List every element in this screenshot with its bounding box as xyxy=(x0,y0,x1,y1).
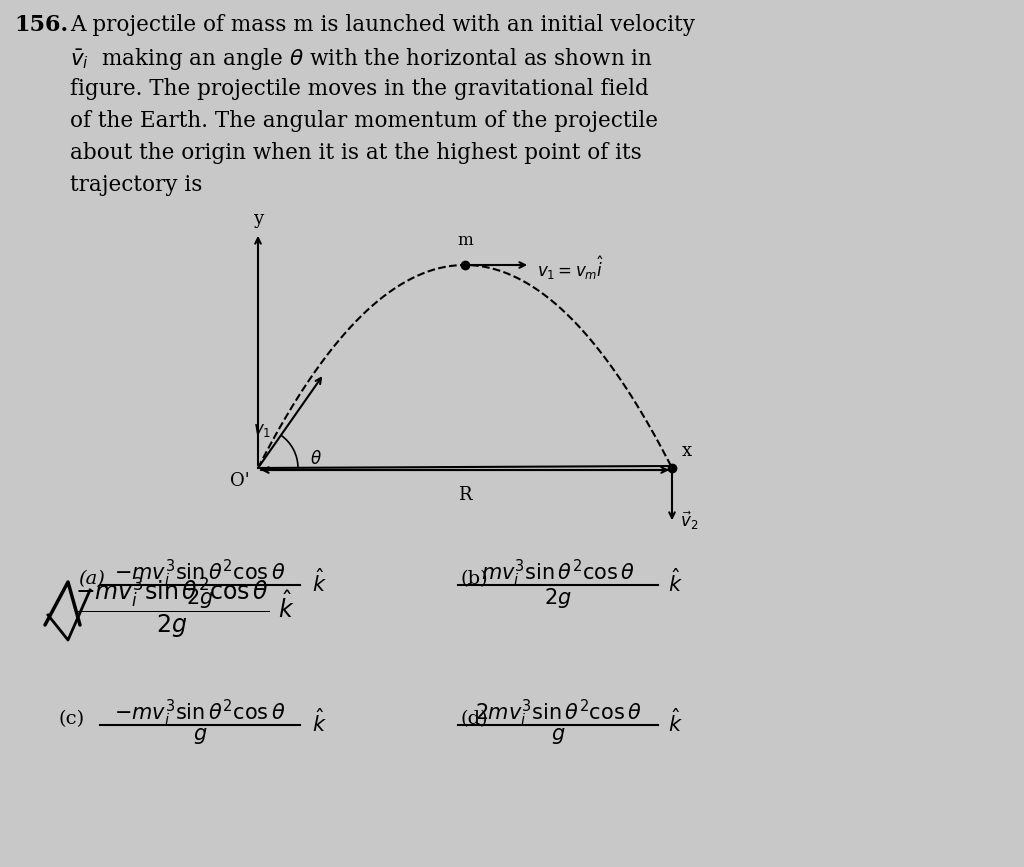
Text: $\vec{v}_2$: $\vec{v}_2$ xyxy=(680,510,698,532)
Text: about the origin when it is at the highest point of its: about the origin when it is at the highe… xyxy=(70,142,642,164)
Text: x: x xyxy=(682,442,692,460)
Text: A projectile of mass m is launched with an initial velocity: A projectile of mass m is launched with … xyxy=(70,14,695,36)
Text: $g$: $g$ xyxy=(193,726,207,746)
Text: of the Earth. The angular momentum of the projectile: of the Earth. The angular momentum of th… xyxy=(70,110,658,132)
Text: figure. The projectile moves in the gravitational field: figure. The projectile moves in the grav… xyxy=(70,78,649,100)
Text: (a): (a) xyxy=(78,570,104,588)
Text: $g$: $g$ xyxy=(551,726,565,746)
Text: $\bar{v}_i$  making an angle $\theta$ with the horizontal as shown in: $\bar{v}_i$ making an angle $\theta$ wit… xyxy=(70,46,653,72)
Text: 156.: 156. xyxy=(14,14,69,36)
Text: (b): (b) xyxy=(460,570,487,588)
Text: (c): (c) xyxy=(58,710,84,728)
Text: $\hat{k}$: $\hat{k}$ xyxy=(312,708,327,735)
Text: (d): (d) xyxy=(460,710,487,728)
Text: m: m xyxy=(457,232,473,249)
Text: $v_1 = v_m\hat{i}$: $v_1 = v_m\hat{i}$ xyxy=(537,254,604,282)
Text: $v_1$: $v_1$ xyxy=(253,422,271,439)
Text: $2g$: $2g$ xyxy=(186,586,214,610)
Text: $\hat{k}$: $\hat{k}$ xyxy=(668,568,683,596)
Text: $2g$: $2g$ xyxy=(544,586,571,610)
Text: $\dfrac{-mv_i^3\sin\theta^2\cos\theta}{2g}\ \hat{k}$: $\dfrac{-mv_i^3\sin\theta^2\cos\theta}{2… xyxy=(75,575,295,640)
Text: trajectory is: trajectory is xyxy=(70,174,203,196)
Text: $\hat{k}$: $\hat{k}$ xyxy=(312,568,327,596)
Text: $2mv_i^3\sin\theta^2\cos\theta$: $2mv_i^3\sin\theta^2\cos\theta$ xyxy=(474,698,641,729)
Text: $\theta$: $\theta$ xyxy=(310,450,322,468)
Text: $mv_i^3\sin\theta^2\cos\theta$: $mv_i^3\sin\theta^2\cos\theta$ xyxy=(481,558,635,590)
Text: R: R xyxy=(459,486,472,504)
Text: $-mv_i^3\sin\theta^2\cos\theta$: $-mv_i^3\sin\theta^2\cos\theta$ xyxy=(115,558,286,590)
Text: $-mv_i^3\sin\theta^2\cos\theta$: $-mv_i^3\sin\theta^2\cos\theta$ xyxy=(115,698,286,729)
Text: $\hat{k}$: $\hat{k}$ xyxy=(668,708,683,735)
Text: O': O' xyxy=(230,472,250,490)
Text: y: y xyxy=(253,210,263,228)
